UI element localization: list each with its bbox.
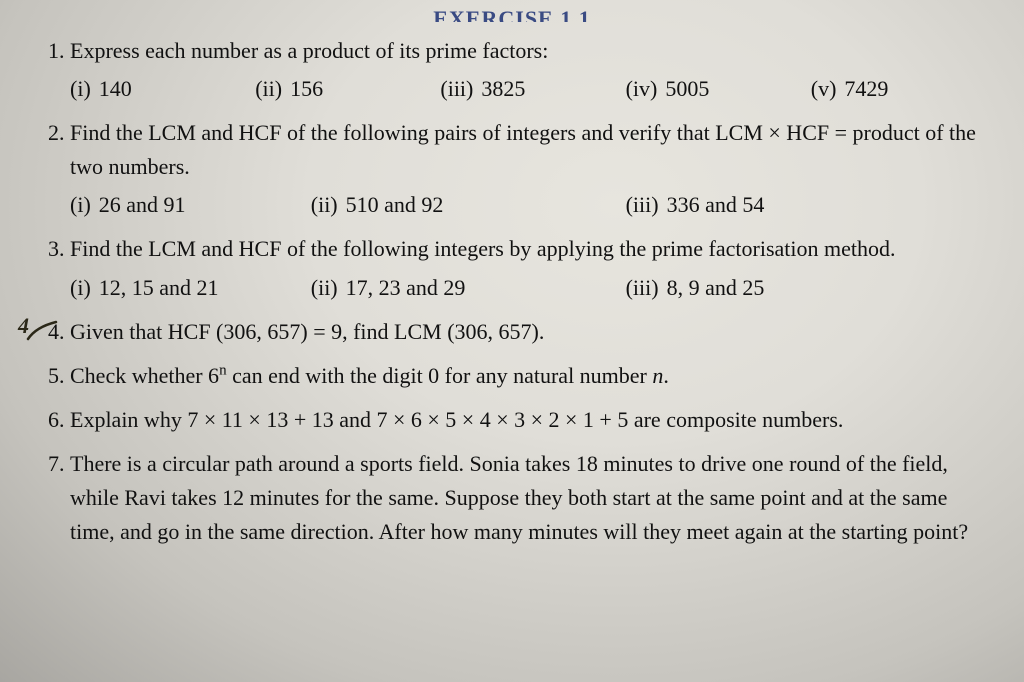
question-item: Explain why 7 × 11 × 13 + 13 and 7 × 6 ×… <box>70 403 996 437</box>
question-text: Express each number as a product of its … <box>70 34 996 68</box>
sub-item: (ii) 156 <box>255 72 440 106</box>
handwritten-mark: 4 <box>18 313 29 339</box>
sub-item: (ii) 510 and 92 <box>311 188 626 222</box>
question-item: There is a circular path around a sports… <box>70 447 996 549</box>
sub-numeral: (iv) <box>626 72 658 106</box>
sub-value: 156 <box>290 72 323 106</box>
sub-row: (i) 12, 15 and 21 (ii) 17, 23 and 29 (iii)8,… <box>70 271 996 305</box>
sub-item: (i) 140 <box>70 72 255 106</box>
sub-numeral: (iii) <box>626 188 659 222</box>
partial-header: EXERCISE 1.1 <box>28 6 996 22</box>
question-item: Find the LCM and HCF of the following pa… <box>70 116 996 222</box>
sub-numeral: (ii) <box>311 271 338 305</box>
sub-value: 8, 9 and 25 <box>667 271 765 305</box>
sub-item: (iii)336 and 54 <box>626 188 996 222</box>
question-item: Given that HCF (306, 657) = 9, find LCM … <box>70 315 996 349</box>
sub-item: (v) 7429 <box>811 72 996 106</box>
sub-value: 510 and 92 <box>346 188 444 222</box>
question-item: Check whether 6n can end with the digit … <box>70 359 996 393</box>
sub-numeral: (i) <box>70 188 91 222</box>
question-text: Given that HCF (306, 657) = 9, find LCM … <box>70 315 996 349</box>
sub-item: (i) 26 and 91 <box>70 188 311 222</box>
sub-value: 5005 <box>665 72 709 106</box>
page-surface: EXERCISE 1.1 Express each number as a pr… <box>0 0 1024 682</box>
sub-numeral: (v) <box>811 72 837 106</box>
sub-value: 336 and 54 <box>667 188 765 222</box>
sub-item: (iv)5005 <box>626 72 811 106</box>
sub-value: 17, 23 and 29 <box>346 271 466 305</box>
sub-item: (ii) 17, 23 and 29 <box>311 271 626 305</box>
sub-item: (iii)8, 9 and 25 <box>626 271 996 305</box>
question-item: Find the LCM and HCF of the following in… <box>70 232 996 304</box>
question-item: Express each number as a product of its … <box>70 34 996 106</box>
sub-value: 12, 15 and 21 <box>99 271 219 305</box>
sub-numeral: (ii) <box>255 72 282 106</box>
sub-value: 7429 <box>844 72 888 106</box>
sub-numeral: (iii) <box>440 72 473 106</box>
sub-item: (i) 12, 15 and 21 <box>70 271 311 305</box>
sub-numeral: (i) <box>70 72 91 106</box>
sub-item: (iii)3825 <box>440 72 625 106</box>
sub-row: (i) 26 and 91 (ii) 510 and 92 (iii)336 and 5… <box>70 188 996 222</box>
question-text: There is a circular path around a sports… <box>70 447 996 549</box>
question-text: Find the LCM and HCF of the following pa… <box>70 116 996 184</box>
question-text: Check whether 6n can end with the digit … <box>70 359 996 393</box>
question-text: Find the LCM and HCF of the following in… <box>70 232 996 266</box>
sub-value: 3825 <box>481 72 525 106</box>
question-text: Explain why 7 × 11 × 13 + 13 and 7 × 6 ×… <box>70 403 996 437</box>
question-list: Express each number as a product of its … <box>28 34 996 549</box>
sub-numeral: (i) <box>70 271 91 305</box>
sub-value: 140 <box>99 72 132 106</box>
sub-value: 26 and 91 <box>99 188 186 222</box>
sub-row: (i)140(ii)156(iii)3825(iv)5005(v)7429 <box>70 72 996 106</box>
sub-numeral: (ii) <box>311 188 338 222</box>
sub-numeral: (iii) <box>626 271 659 305</box>
